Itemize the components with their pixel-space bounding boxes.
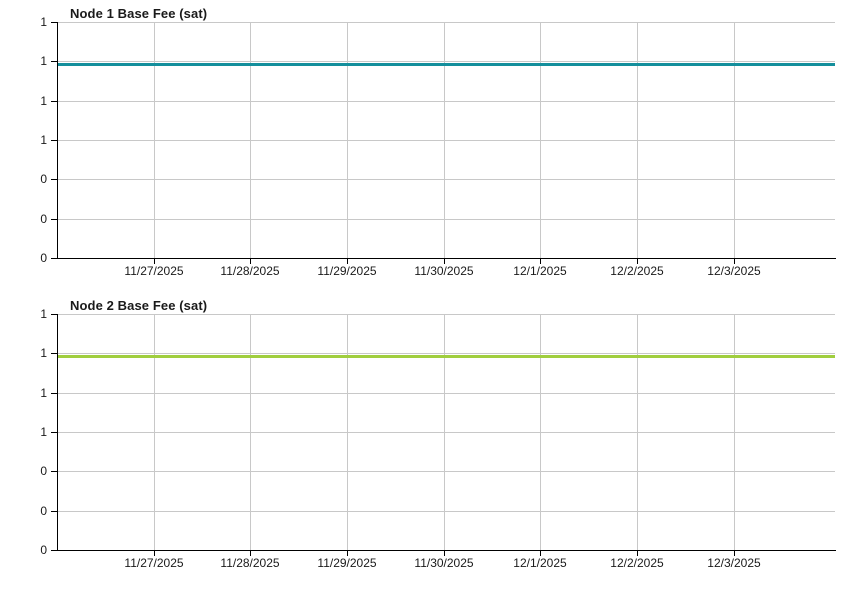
- plot-area-node-2: [57, 314, 835, 550]
- gridline-horizontal: [57, 314, 835, 315]
- x-axis-tick: [444, 551, 445, 556]
- x-axis-label: 12/2/2025: [610, 556, 664, 570]
- y-axis-label: 1: [40, 133, 47, 147]
- x-axis-label: 11/28/2025: [220, 556, 280, 570]
- gridline-vertical: [250, 22, 251, 258]
- gridline-vertical: [154, 314, 155, 550]
- x-axis-label: 11/27/2025: [124, 556, 184, 570]
- y-axis-label: 0: [40, 251, 47, 265]
- x-axis-tick: [444, 259, 445, 264]
- y-axis-tick: [51, 179, 57, 180]
- y-axis-tick: [51, 140, 57, 141]
- y-axis-tick: [51, 432, 57, 433]
- gridline-horizontal: [57, 471, 835, 472]
- plot-area-node-1: [57, 22, 835, 258]
- x-axis-label: 11/30/2025: [414, 264, 474, 278]
- gridline-vertical: [734, 22, 735, 258]
- y-axis-tick: [51, 219, 57, 220]
- gridline-vertical: [444, 314, 445, 550]
- gridline-horizontal: [57, 511, 835, 512]
- gridline-vertical: [154, 22, 155, 258]
- y-axis-tick: [51, 314, 57, 315]
- gridline-horizontal: [57, 353, 835, 354]
- x-axis-tick: [540, 551, 541, 556]
- x-axis-tick: [734, 551, 735, 556]
- y-axis-label: 0: [40, 543, 47, 557]
- chart-panel-node-1: Node 1 Base Fee (sat): [0, 0, 860, 288]
- x-axis-label: 11/28/2025: [220, 264, 280, 278]
- x-axis-label: 11/30/2025: [414, 556, 474, 570]
- gridline-vertical: [734, 314, 735, 550]
- y-axis-line: [57, 314, 58, 551]
- y-axis-label: 1: [40, 307, 47, 321]
- gridline-horizontal: [57, 179, 835, 180]
- y-axis-tick: [51, 22, 57, 23]
- y-axis-label: 0: [40, 212, 47, 226]
- gridline-horizontal: [57, 61, 835, 62]
- chart-panel-node-2: Node 2 Base Fee (sat): [0, 292, 860, 580]
- gridline-horizontal: [57, 22, 835, 23]
- y-axis-tick: [51, 258, 57, 259]
- x-axis-label: 11/29/2025: [317, 264, 377, 278]
- y-axis-label: 1: [40, 386, 47, 400]
- data-series-line-node-2: [57, 355, 835, 358]
- gridline-vertical: [347, 22, 348, 258]
- x-axis-tick: [734, 259, 735, 264]
- x-axis-line: [57, 258, 836, 259]
- gridline-vertical: [250, 314, 251, 550]
- y-axis-label: 1: [40, 15, 47, 29]
- x-axis-tick: [154, 551, 155, 556]
- x-axis-label: 12/1/2025: [513, 556, 567, 570]
- gridline-horizontal: [57, 219, 835, 220]
- y-axis-line: [57, 22, 58, 259]
- y-axis-tick: [51, 353, 57, 354]
- gridline-horizontal: [57, 140, 835, 141]
- gridline-vertical: [637, 22, 638, 258]
- y-axis-tick: [51, 550, 57, 551]
- x-axis-tick: [347, 551, 348, 556]
- x-axis-tick: [637, 259, 638, 264]
- y-axis-tick: [51, 471, 57, 472]
- x-axis-tick: [540, 259, 541, 264]
- x-axis-tick: [154, 259, 155, 264]
- x-axis-label: 12/2/2025: [610, 264, 664, 278]
- x-axis-label: 11/29/2025: [317, 556, 377, 570]
- gridline-vertical: [347, 314, 348, 550]
- x-axis-label: 12/1/2025: [513, 264, 567, 278]
- gridline-vertical: [444, 22, 445, 258]
- x-axis-line: [57, 550, 836, 551]
- data-series-line-node-1: [57, 63, 835, 66]
- chart-title-node-1: Node 1 Base Fee (sat): [70, 6, 208, 21]
- x-axis-tick: [637, 551, 638, 556]
- y-axis-label: 0: [40, 504, 47, 518]
- gridline-horizontal: [57, 432, 835, 433]
- x-axis-tick: [347, 259, 348, 264]
- gridline-vertical: [637, 314, 638, 550]
- x-axis-tick: [250, 259, 251, 264]
- y-axis-label: 1: [40, 346, 47, 360]
- x-axis-tick: [250, 551, 251, 556]
- y-axis-tick: [51, 101, 57, 102]
- y-axis-label: 1: [40, 94, 47, 108]
- y-axis-tick: [51, 393, 57, 394]
- gridline-vertical: [540, 22, 541, 258]
- gridline-vertical: [540, 314, 541, 550]
- gridline-horizontal: [57, 393, 835, 394]
- gridline-horizontal: [57, 101, 835, 102]
- x-axis-label: 12/3/2025: [707, 264, 761, 278]
- y-axis-tick: [51, 511, 57, 512]
- y-axis-label: 1: [40, 54, 47, 68]
- x-axis-label: 11/27/2025: [124, 264, 184, 278]
- y-axis-label: 1: [40, 425, 47, 439]
- x-axis-label: 12/3/2025: [707, 556, 761, 570]
- y-axis-label: 0: [40, 172, 47, 186]
- y-axis-tick: [51, 61, 57, 62]
- y-axis-label: 0: [40, 464, 47, 478]
- chart-title-node-2: Node 2 Base Fee (sat): [70, 298, 208, 313]
